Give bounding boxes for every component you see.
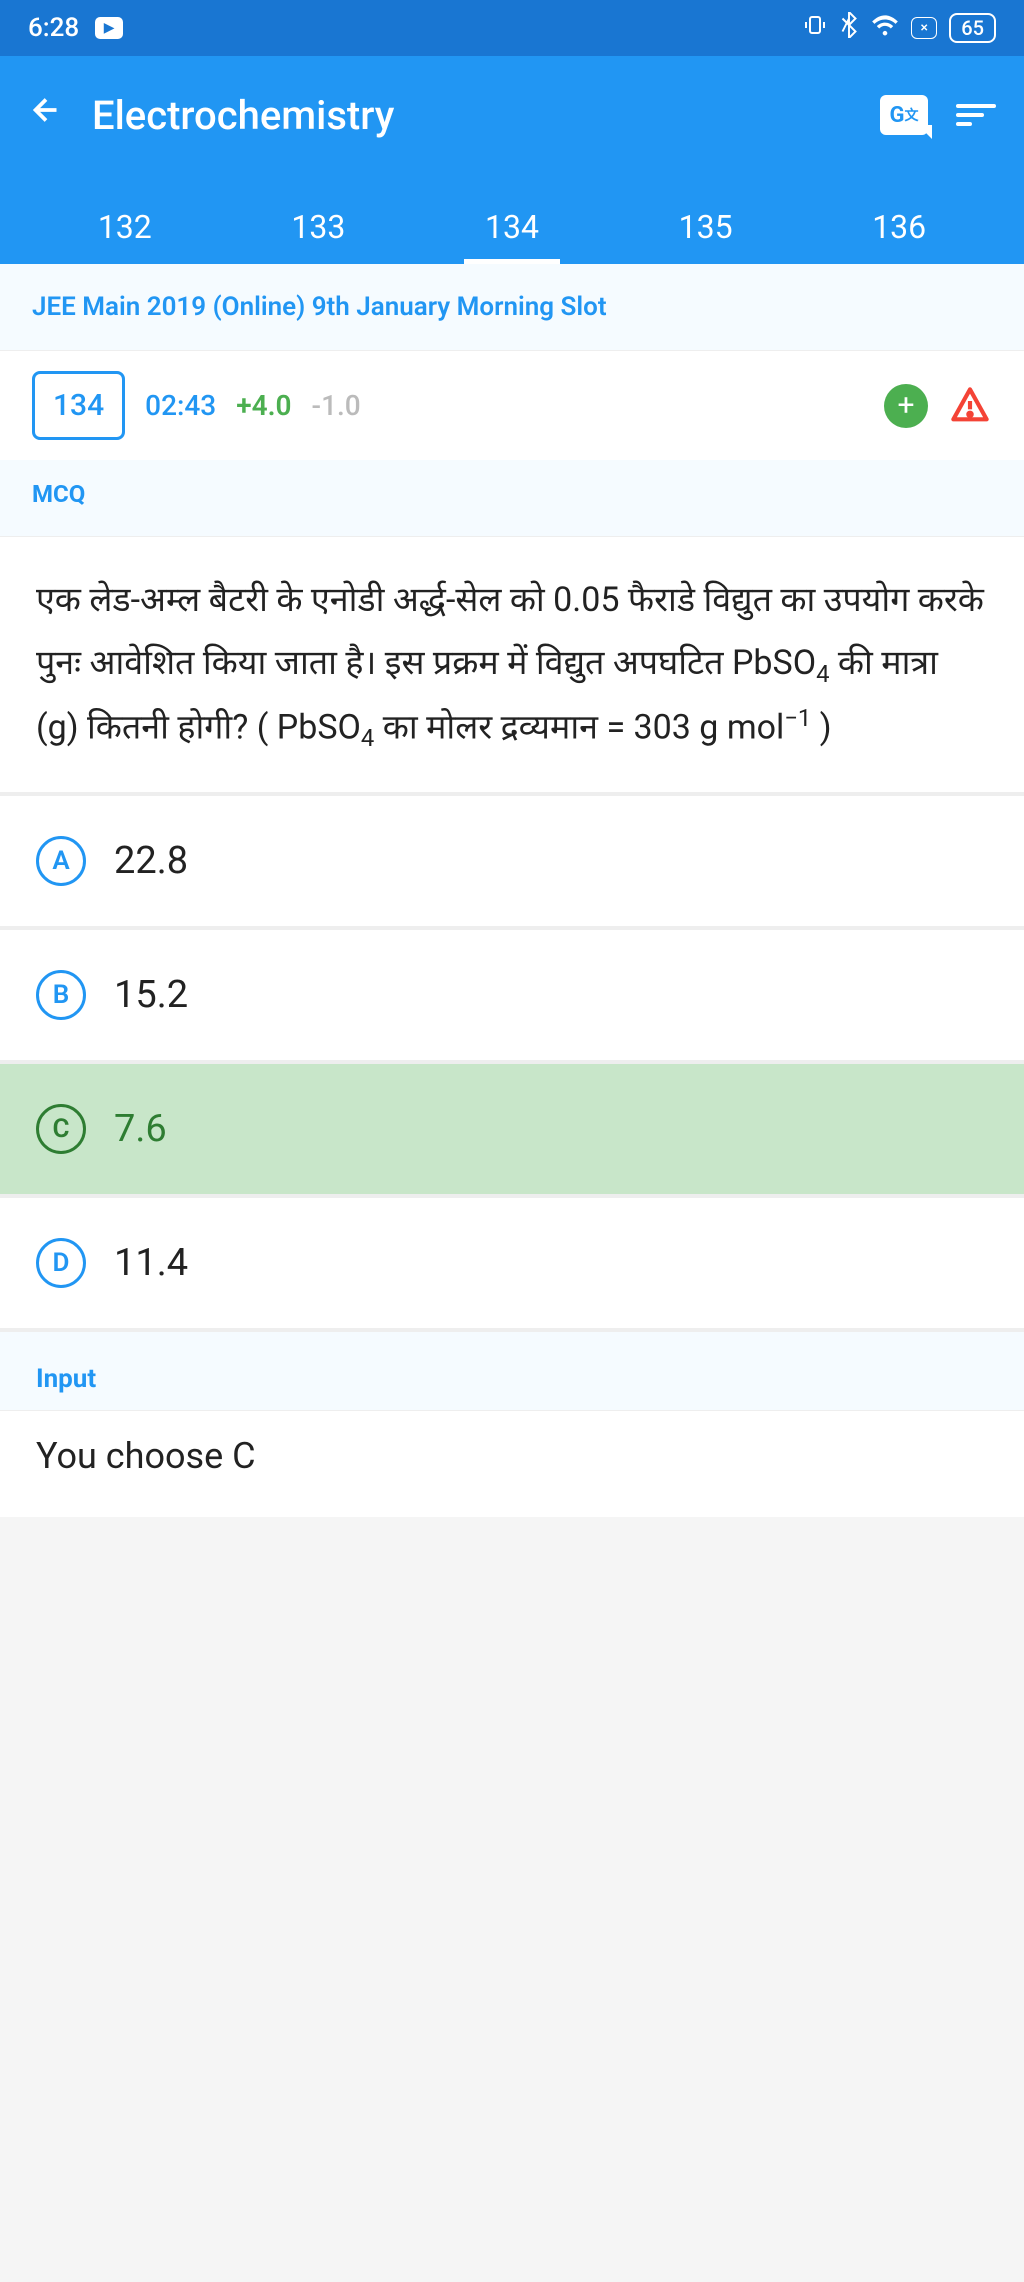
- vibrate-icon: [803, 13, 827, 44]
- status-time: 6:28: [28, 13, 79, 43]
- sort-icon[interactable]: [956, 104, 996, 126]
- report-button[interactable]: [948, 384, 992, 428]
- close-box-icon: ×: [911, 17, 937, 39]
- video-icon: ▶: [95, 17, 123, 39]
- choice-text: You choose C: [0, 1411, 1024, 1517]
- option-letter: A: [36, 836, 86, 886]
- input-label: Input: [36, 1364, 988, 1394]
- negative-marks: -1.0: [312, 389, 361, 422]
- tab-136[interactable]: 136: [802, 190, 996, 264]
- question-meta: 134 02:43 +4.0 -1.0 +: [0, 351, 1024, 460]
- option-b[interactable]: B 15.2: [0, 930, 1024, 1064]
- option-text: 11.4: [114, 1241, 188, 1285]
- app-bar: Electrochemistry G文 132133134135136: [0, 56, 1024, 264]
- option-a[interactable]: A 22.8: [0, 796, 1024, 930]
- option-d[interactable]: D 11.4: [0, 1198, 1024, 1332]
- page-title: Electrochemistry: [92, 92, 852, 139]
- app-bar-top: Electrochemistry G文: [28, 80, 996, 150]
- battery-indicator: 65: [949, 13, 996, 43]
- input-section: Input: [0, 1332, 1024, 1411]
- question-time: 02:43: [145, 389, 216, 422]
- back-button[interactable]: [28, 92, 64, 138]
- status-left: 6:28 ▶: [28, 13, 123, 43]
- wifi-icon: [871, 13, 899, 43]
- mcq-label: MCQ: [0, 460, 1024, 536]
- question-number[interactable]: 134: [32, 371, 125, 440]
- status-right: × 65: [803, 12, 996, 45]
- tab-133[interactable]: 133: [222, 190, 416, 264]
- tabs: 132133134135136: [28, 190, 996, 264]
- option-text: 7.6: [114, 1107, 167, 1151]
- exam-info: JEE Main 2019 (Online) 9th January Morni…: [0, 264, 1024, 351]
- status-bar: 6:28 ▶ × 65: [0, 0, 1024, 56]
- tab-135[interactable]: 135: [609, 190, 803, 264]
- question-text: एक लेड-अम्ल बैटरी के एनोडी अर्द्ध-सेल को…: [0, 536, 1024, 796]
- option-letter: D: [36, 1238, 86, 1288]
- option-letter: B: [36, 970, 86, 1020]
- tab-132[interactable]: 132: [28, 190, 222, 264]
- option-text: 15.2: [114, 973, 188, 1017]
- bluetooth-icon: [839, 12, 859, 45]
- tab-134[interactable]: 134: [415, 190, 609, 264]
- positive-marks: +4.0: [236, 389, 291, 422]
- option-c[interactable]: C 7.6: [0, 1064, 1024, 1198]
- content: JEE Main 2019 (Online) 9th January Morni…: [0, 264, 1024, 1517]
- translate-icon[interactable]: G文: [880, 95, 928, 135]
- options-list: A 22.8 B 15.2 C 7.6 D 11.4: [0, 796, 1024, 1332]
- add-button[interactable]: +: [884, 384, 928, 428]
- option-text: 22.8: [114, 839, 188, 883]
- option-letter: C: [36, 1104, 86, 1154]
